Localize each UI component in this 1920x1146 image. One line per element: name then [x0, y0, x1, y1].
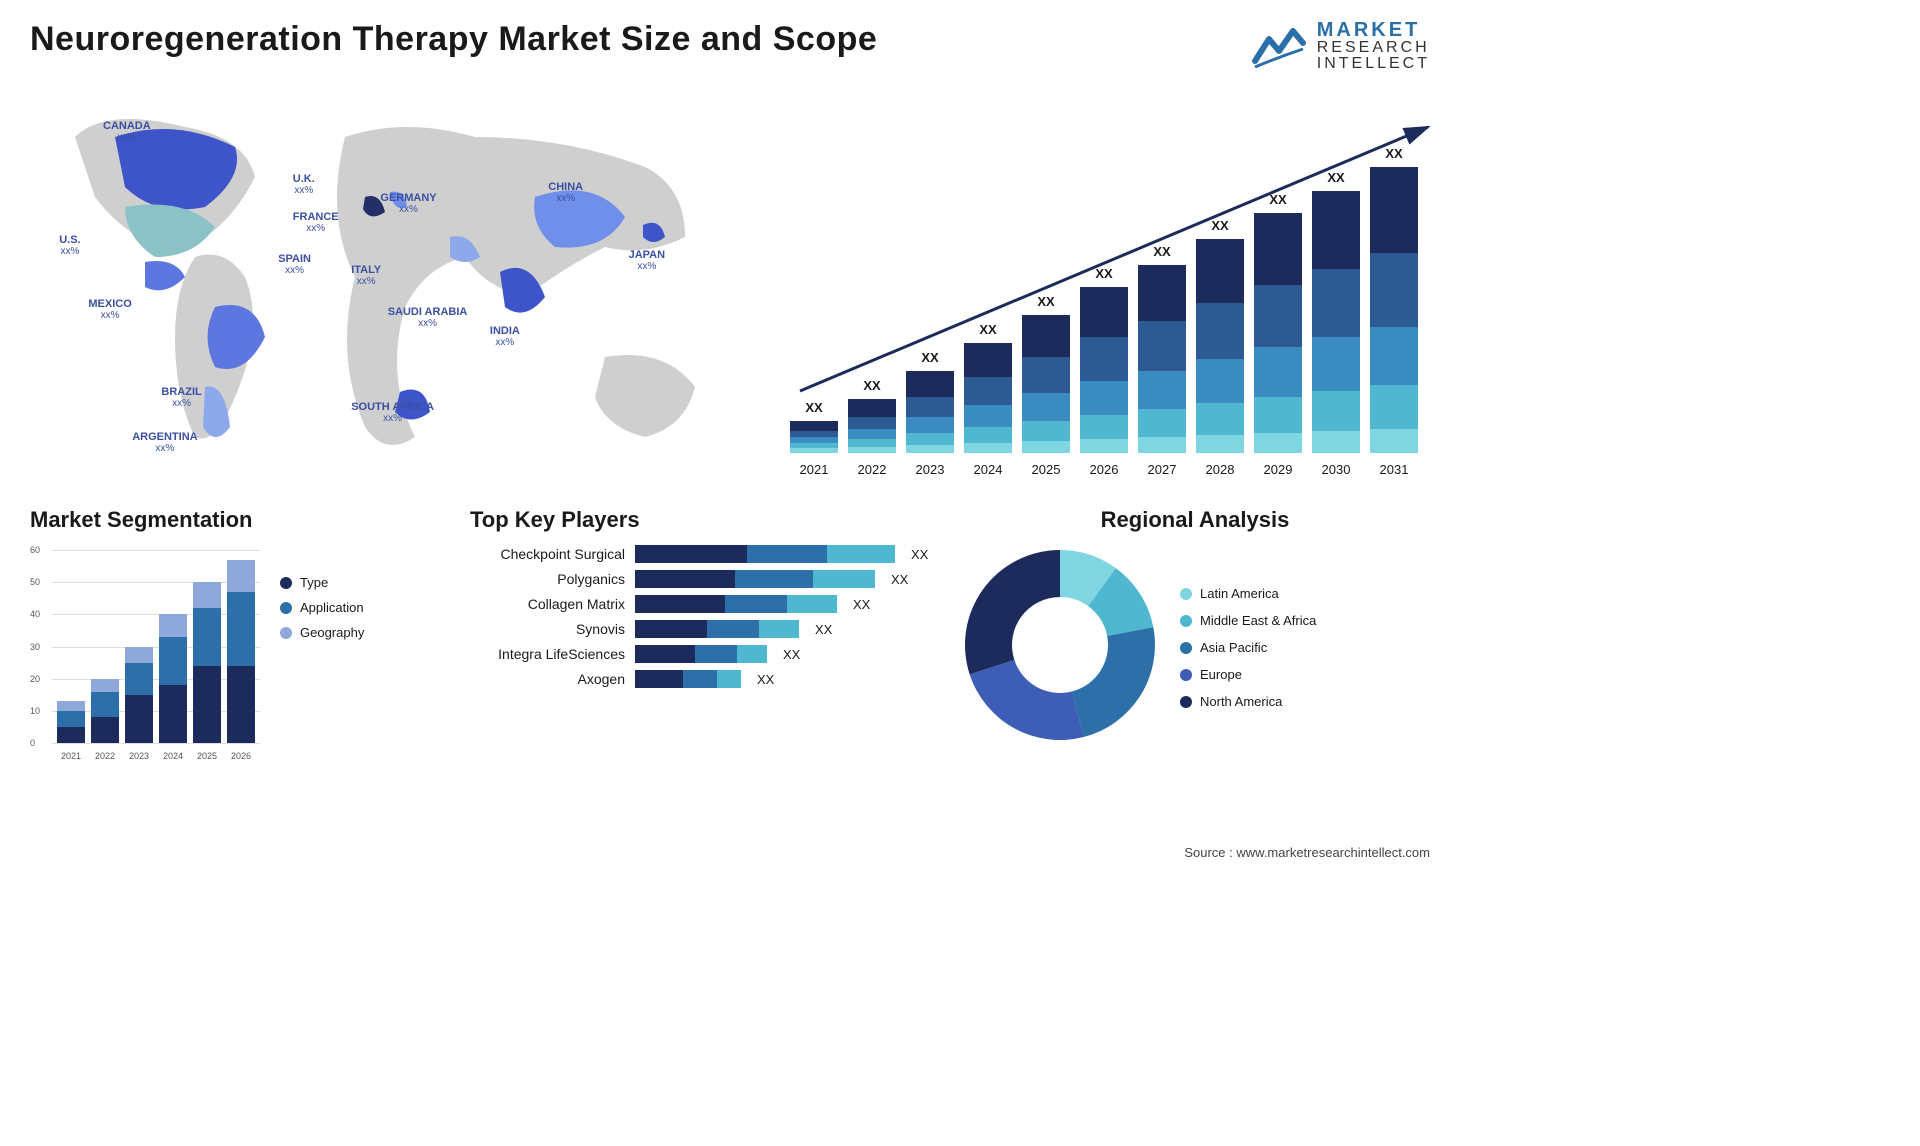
- player-name: Checkpoint Surgical: [470, 546, 625, 562]
- player-name: Synovis: [470, 621, 625, 637]
- page-title: Neuroregeneration Therapy Market Size an…: [30, 20, 877, 59]
- map-label-argentina: ARGENTINAxx%: [132, 431, 197, 454]
- player-name: Polyganics: [470, 571, 625, 587]
- growth-chart-panel: 2021XX2022XX2023XX2024XX2025XX2026XX2027…: [790, 97, 1430, 477]
- map-label-japan: JAPANxx%: [629, 249, 665, 272]
- seg-bar: [193, 582, 221, 743]
- source-text: Source : www.marketresearchintellect.com: [1184, 845, 1430, 860]
- donut-slice: [1072, 627, 1155, 737]
- regional-panel: Regional Analysis Latin America Middle Ea…: [960, 507, 1430, 765]
- map-label-brazil: BRAZILxx%: [161, 386, 201, 409]
- segmentation-legend: Type Application Geography: [280, 545, 364, 765]
- players-panel: Top Key Players Checkpoint SurgicalXXPol…: [470, 507, 940, 765]
- logo-line3: INTELLECT: [1317, 56, 1430, 72]
- map-label-mexico: MEXICOxx%: [88, 298, 131, 321]
- logo-line1: MARKET: [1317, 20, 1430, 40]
- seg-ytick: 10: [30, 706, 40, 716]
- map-label-us: U.S.xx%: [59, 234, 80, 257]
- seg-year-label: 2021: [57, 751, 85, 761]
- player-value: XX: [815, 622, 832, 637]
- player-row: Synovis XX: [470, 620, 940, 638]
- regional-legend-item: North America: [1180, 694, 1316, 709]
- player-value: XX: [911, 547, 928, 562]
- player-value: XX: [853, 597, 870, 612]
- map-label-italy: ITALYxx%: [351, 264, 381, 287]
- seg-ytick: 40: [30, 609, 40, 619]
- map-label-india: INDIAxx%: [490, 325, 520, 348]
- seg-bar: [159, 614, 187, 743]
- growth-trend-arrow: [790, 117, 1448, 477]
- map-label-china: CHINAxx%: [548, 181, 583, 204]
- player-name: Integra LifeSciences: [470, 646, 625, 662]
- map-label-canada: CANADAxx%: [103, 120, 151, 143]
- logo-line2: RESEARCH: [1317, 40, 1430, 56]
- seg-year-label: 2023: [125, 751, 153, 761]
- map-brazil: [208, 305, 266, 369]
- seg-year-label: 2025: [193, 751, 221, 761]
- seg-ytick: 30: [30, 642, 40, 652]
- player-value: XX: [757, 672, 774, 687]
- player-row: Integra LifeSciences XX: [470, 645, 940, 663]
- regional-title: Regional Analysis: [960, 507, 1430, 533]
- seg-bar: [57, 701, 85, 743]
- map-label-saudiarabia: SAUDI ARABIAxx%: [388, 306, 468, 329]
- map-label-uk: U.K.xx%: [293, 173, 315, 196]
- player-row: Polyganics XX: [470, 570, 940, 588]
- map-label-germany: GERMANYxx%: [380, 192, 436, 215]
- player-value: XX: [783, 647, 800, 662]
- map-label-spain: SPAINxx%: [278, 253, 311, 276]
- donut-slice: [970, 660, 1084, 740]
- seg-ytick: 0: [30, 738, 35, 748]
- seg-year-label: 2022: [91, 751, 119, 761]
- player-bar: [635, 645, 767, 663]
- seg-bar: [91, 679, 119, 743]
- player-bar: [635, 620, 799, 638]
- regional-donut: [960, 545, 1160, 750]
- seg-ytick: 20: [30, 674, 40, 684]
- map-label-france: FRANCExx%: [293, 211, 339, 234]
- regional-legend-item: Europe: [1180, 667, 1316, 682]
- logo-swoosh-icon: [1251, 21, 1307, 71]
- players-title: Top Key Players: [470, 507, 940, 533]
- map-mexico: [145, 261, 185, 290]
- regional-legend-item: Asia Pacific: [1180, 640, 1316, 655]
- logo: MARKET RESEARCH INTELLECT: [1251, 20, 1430, 72]
- player-bar: [635, 595, 837, 613]
- seg-legend-item: Type: [280, 575, 364, 590]
- seg-legend-item: Application: [280, 600, 364, 615]
- seg-year-label: 2024: [159, 751, 187, 761]
- seg-ytick: 50: [30, 577, 40, 587]
- player-bar: [635, 570, 875, 588]
- seg-bar: [227, 560, 255, 743]
- seg-year-label: 2026: [227, 751, 255, 761]
- seg-legend-item: Geography: [280, 625, 364, 640]
- player-row: Axogen XX: [470, 670, 940, 688]
- segmentation-title: Market Segmentation: [30, 507, 450, 533]
- player-value: XX: [891, 572, 908, 587]
- regional-legend-item: Latin America: [1180, 586, 1316, 601]
- seg-ytick: 60: [30, 545, 40, 555]
- segmentation-panel: Market Segmentation 0 10 20 30 40 50 60 2021 202…: [30, 507, 450, 765]
- player-bar: [635, 670, 741, 688]
- regional-legend: Latin America Middle East & Africa Asia Pa…: [1180, 586, 1316, 709]
- player-name: Collagen Matrix: [470, 596, 625, 612]
- segmentation-chart: 0 10 20 30 40 50 60 2021 2022 2023 2024 2025 2026: [30, 545, 260, 765]
- player-name: Axogen: [470, 671, 625, 687]
- player-row: Checkpoint Surgical XX: [470, 545, 940, 563]
- player-row: Collagen Matrix XX: [470, 595, 940, 613]
- player-bar: [635, 545, 895, 563]
- seg-bar: [125, 647, 153, 743]
- map-label-southafrica: SOUTH AFRICAxx%: [351, 401, 434, 424]
- world-map-panel: CANADAxx% U.S.xx% MEXICOxx% BRAZILxx% ARGENT…: [30, 97, 760, 477]
- donut-slice: [965, 550, 1060, 674]
- regional-legend-item: Middle East & Africa: [1180, 613, 1316, 628]
